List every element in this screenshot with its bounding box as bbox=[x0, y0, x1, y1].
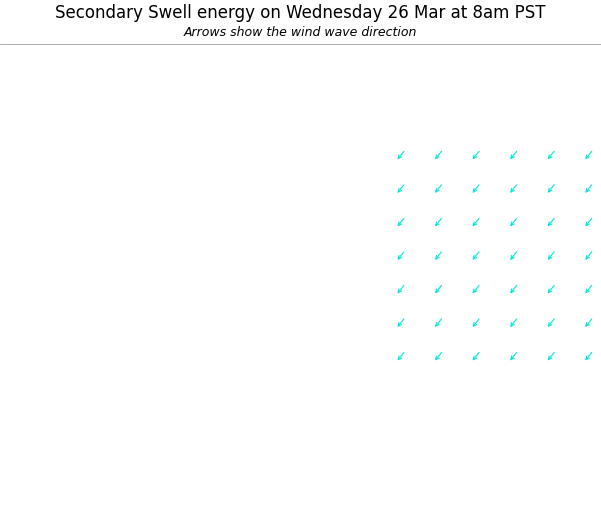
Text: Secondary Swell energy on Wednesday 26 Mar at 8am PST: Secondary Swell energy on Wednesday 26 M… bbox=[55, 4, 546, 22]
Text: Arrows show the wind wave direction: Arrows show the wind wave direction bbox=[184, 26, 417, 39]
